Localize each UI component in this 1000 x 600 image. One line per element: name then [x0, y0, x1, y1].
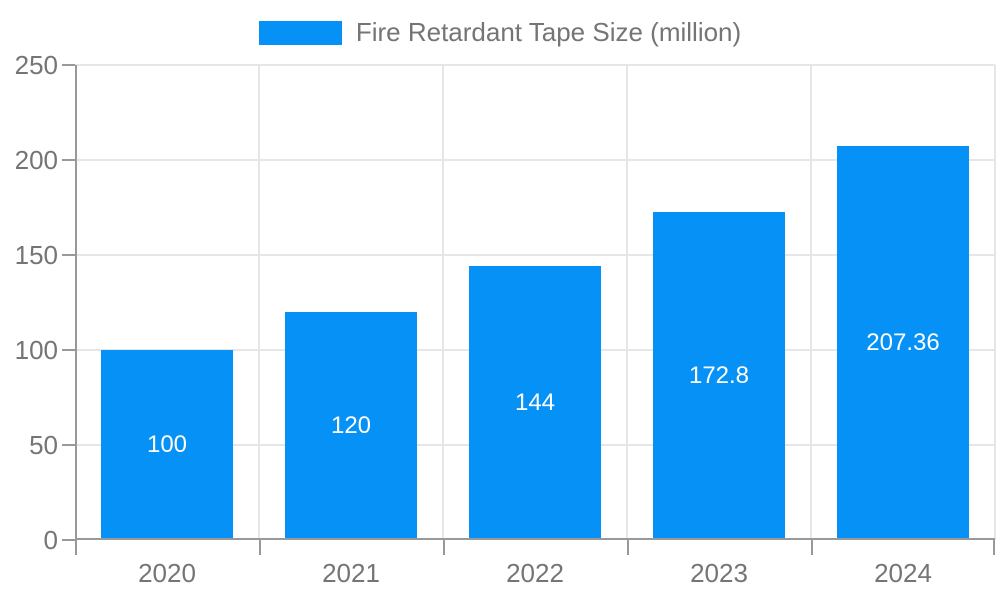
v-gridline — [442, 65, 444, 540]
v-gridline — [810, 65, 812, 540]
bar[interactable]: 144 — [469, 266, 601, 540]
x-tick-label: 2021 — [322, 558, 380, 588]
x-tick-mark — [443, 540, 445, 555]
y-tick-label: 50 — [29, 430, 58, 460]
y-tick-label: 200 — [14, 145, 58, 175]
y-tick-label: 100 — [14, 335, 58, 365]
h-gridline — [75, 254, 995, 256]
x-tick-label: 2023 — [690, 558, 748, 588]
bar[interactable]: 207.36 — [837, 146, 969, 540]
bar-value-label: 172.8 — [688, 361, 750, 389]
bar[interactable]: 100 — [101, 350, 233, 540]
v-gridline — [258, 65, 260, 540]
y-tick-mark — [62, 254, 75, 256]
x-tick-mark — [993, 540, 995, 555]
y-tick-mark — [62, 539, 75, 541]
y-tick-mark — [62, 444, 75, 446]
x-tick-label: 2022 — [506, 558, 564, 588]
x-tick-mark — [811, 540, 813, 555]
bar[interactable]: 120 — [285, 312, 417, 540]
y-tick-label: 150 — [14, 240, 58, 270]
bar-value-label: 144 — [514, 389, 556, 417]
legend[interactable]: Fire Retardant Tape Size (million) — [0, 17, 1000, 48]
x-tick-mark — [75, 540, 77, 555]
legend-swatch-icon — [258, 20, 342, 45]
y-tick-label: 250 — [14, 50, 58, 80]
bar[interactable]: 172.8 — [653, 211, 785, 540]
bar-value-label: 207.36 — [866, 329, 940, 357]
x-tick-mark — [259, 540, 261, 555]
x-axis-line — [75, 538, 995, 540]
y-tick-mark — [62, 64, 75, 66]
bar-value-label: 120 — [330, 412, 372, 439]
plot-area: 0 50 100 150 200 250 100 2020 120 2021 144 2022 172.… — [15, 52, 996, 586]
h-gridline — [75, 159, 995, 161]
v-gridline — [626, 65, 628, 540]
legend-label: Fire Retardant Tape Size (million) — [355, 17, 742, 47]
x-tick-label: 2020 — [138, 558, 196, 588]
x-tick-label: 2024 — [874, 558, 932, 588]
y-tick-mark — [62, 349, 75, 351]
h-gridline — [75, 64, 995, 66]
y-tick-label: 0 — [43, 525, 58, 555]
x-tick-mark — [627, 540, 629, 555]
y-axis-line — [75, 65, 77, 540]
y-tick-mark — [62, 159, 75, 161]
v-gridline — [994, 65, 996, 540]
bar-value-label: 100 — [146, 431, 188, 458]
